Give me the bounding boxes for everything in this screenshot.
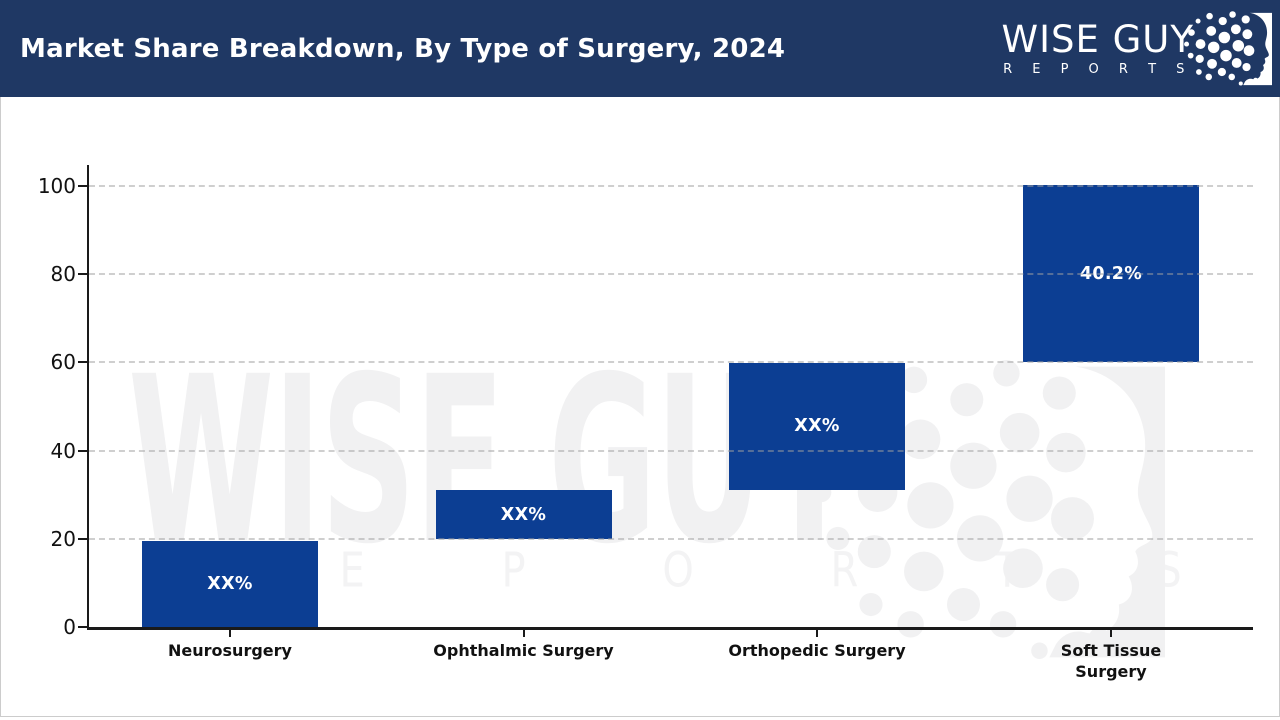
logo-name: WISE GUY <box>1001 17 1194 61</box>
category-label: Neurosurgery <box>168 641 292 660</box>
y-tick-mark <box>78 361 87 364</box>
y-tick-label: 60 <box>50 350 76 375</box>
x-tick-mark <box>1110 629 1112 637</box>
header-bar: Market Share Breakdown, By Type of Surge… <box>0 0 1280 97</box>
wise-guy-logo: WISE GUY R E P O R T S <box>1002 9 1272 89</box>
chart-canvas: WISE GUY R E P O R T S XX% XX% XX% 40.2% 0 20… <box>0 97 1280 720</box>
x-axis-line <box>87 627 1253 630</box>
x-tick-mark <box>229 629 231 637</box>
y-tick-label: 40 <box>50 438 76 463</box>
x-tick-mark <box>816 629 818 637</box>
category-label: Orthopedic Surgery <box>728 641 906 660</box>
y-tick-mark <box>78 626 87 628</box>
bar-segment: XX% <box>142 541 318 627</box>
y-tick-mark <box>78 449 87 452</box>
logo-text: WISE GUY R E P O R T S <box>1002 21 1194 77</box>
gridline <box>89 273 1253 276</box>
bar-value-label: XX% <box>207 573 253 594</box>
y-tick-mark <box>78 537 87 540</box>
head-dots-icon <box>1184 10 1272 86</box>
x-tick-mark <box>522 629 525 637</box>
y-tick-label: 80 <box>50 262 76 287</box>
gridline <box>89 537 1253 540</box>
gridline <box>89 361 1253 364</box>
page-title: Market Share Breakdown, By Type of Surge… <box>20 33 786 64</box>
y-tick-label: 100 <box>37 174 76 198</box>
logo-subtitle: R E P O R T S <box>1003 61 1193 77</box>
bottom-edge-line <box>0 716 1280 717</box>
bar-value-label: XX% <box>500 504 547 525</box>
y-axis-line <box>87 165 89 629</box>
gridline <box>89 185 1253 187</box>
category-label: Ophthalmic Surgery <box>433 641 614 660</box>
gridline <box>89 449 1253 452</box>
y-tick-label: 20 <box>50 526 76 551</box>
bar-segment: XX% <box>729 362 905 490</box>
bar-value-label: XX% <box>794 416 840 437</box>
y-tick-label: 0 <box>63 615 76 639</box>
bar-segment: XX% <box>435 489 612 540</box>
y-tick-mark <box>78 185 87 187</box>
category-label: Soft Tissue Surgery <box>1060 641 1162 681</box>
y-tick-mark <box>78 273 87 276</box>
left-edge-line <box>0 97 1 717</box>
